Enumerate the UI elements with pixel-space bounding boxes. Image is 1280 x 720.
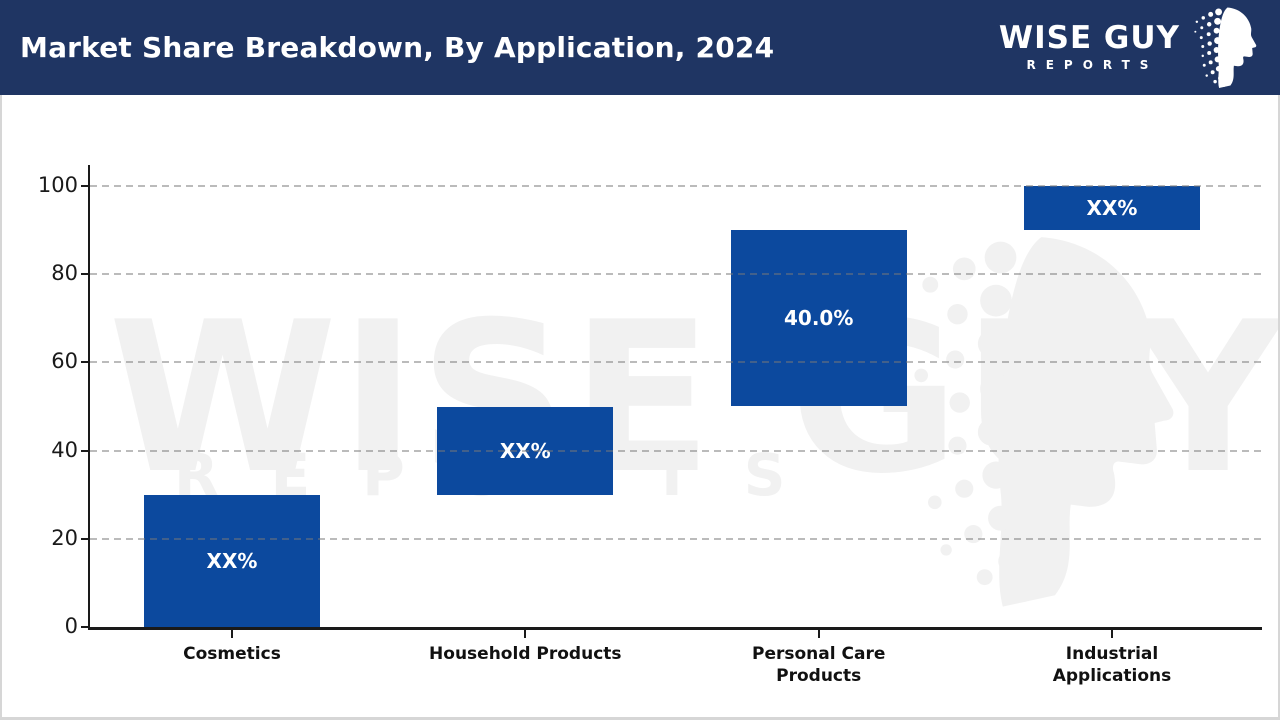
y-tick-label-0: 0	[64, 614, 78, 638]
bar-value-label-0: XX%	[206, 548, 258, 573]
y-tick-label-60: 60	[51, 349, 78, 374]
category-label-2: Personal Care Products	[752, 644, 886, 687]
brand-logo: WISE GUY REPORTS	[999, 6, 1268, 90]
logo-wordmark: WISE GUY	[998, 20, 1180, 56]
bar-2: 40.0%	[730, 230, 907, 407]
logo-subtext: REPORTS	[1026, 58, 1159, 72]
gridline-100	[90, 185, 1262, 187]
bar-0: XX%	[144, 494, 320, 627]
x-tick-1	[524, 630, 527, 638]
y-tick-60	[81, 361, 90, 364]
y-tick-100	[81, 185, 90, 187]
x-axis-line	[88, 627, 1262, 630]
y-tick-20	[81, 537, 90, 540]
y-tick-label-100: 100	[37, 173, 78, 197]
brand-logo-text: WISE GUY REPORTS	[998, 20, 1180, 73]
y-tick-label-40: 40	[51, 437, 78, 462]
chart-canvas: WISE GUY REPORTS 020406080100XX%Cosmetic…	[0, 95, 1280, 720]
bar-chart-plot: 0 20 40 60 80 100 XX% Cosmetics XX% Household Pro…	[2, 95, 1278, 717]
header-bar: Market Share Breakdown, By Application, …	[0, 0, 1280, 95]
gridline-20	[90, 537, 1262, 540]
bar-value-label-3: XX%	[1086, 196, 1138, 221]
x-tick-2	[817, 630, 820, 638]
x-tick-3	[1111, 630, 1113, 638]
y-tick-40	[81, 449, 90, 452]
bar-value-label-2: 40.0%	[783, 306, 854, 331]
y-axis-line	[88, 165, 90, 630]
y-tick-label-80: 80	[51, 261, 78, 286]
page-title: Market Share Breakdown, By Application, …	[20, 31, 775, 64]
bar-3: XX%	[1024, 186, 1200, 231]
category-label-0: Cosmetics	[183, 644, 281, 664]
y-tick-label-20: 20	[51, 525, 78, 550]
gridline-60	[90, 361, 1262, 364]
y-tick-0	[81, 626, 90, 628]
gridline-80	[90, 273, 1262, 276]
gridline-40	[90, 449, 1262, 452]
x-tick-0	[231, 630, 233, 638]
y-tick-80	[81, 273, 90, 276]
wiseguy-face-icon	[1194, 6, 1257, 88]
category-label-1: Household Products	[429, 644, 622, 664]
category-label-3: Industrial Applications	[1052, 644, 1172, 687]
